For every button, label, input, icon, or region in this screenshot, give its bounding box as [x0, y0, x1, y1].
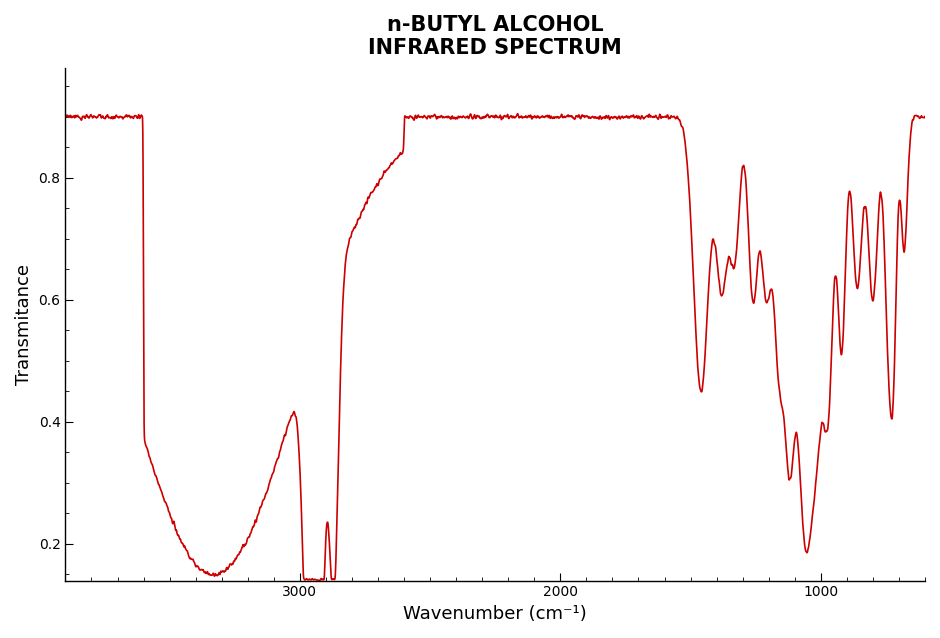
Y-axis label: Transmitance: Transmitance — [15, 264, 33, 385]
X-axis label: Wavenumber (cm⁻¹): Wavenumber (cm⁻¹) — [403, 605, 588, 623]
Title: n-BUTYL ALCOHOL
INFRARED SPECTRUM: n-BUTYL ALCOHOL INFRARED SPECTRUM — [368, 15, 622, 58]
